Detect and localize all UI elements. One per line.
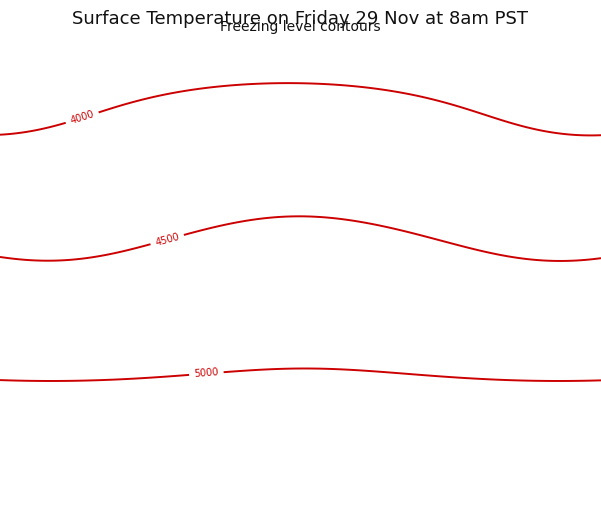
Text: 5000: 5000 [194, 368, 219, 380]
Text: Freezing level contours: Freezing level contours [220, 20, 381, 34]
Text: 4500: 4500 [154, 231, 180, 248]
Text: 4000: 4000 [69, 109, 96, 126]
Text: Surface Temperature on Friday 29 Nov at 8am PST: Surface Temperature on Friday 29 Nov at … [73, 10, 528, 28]
